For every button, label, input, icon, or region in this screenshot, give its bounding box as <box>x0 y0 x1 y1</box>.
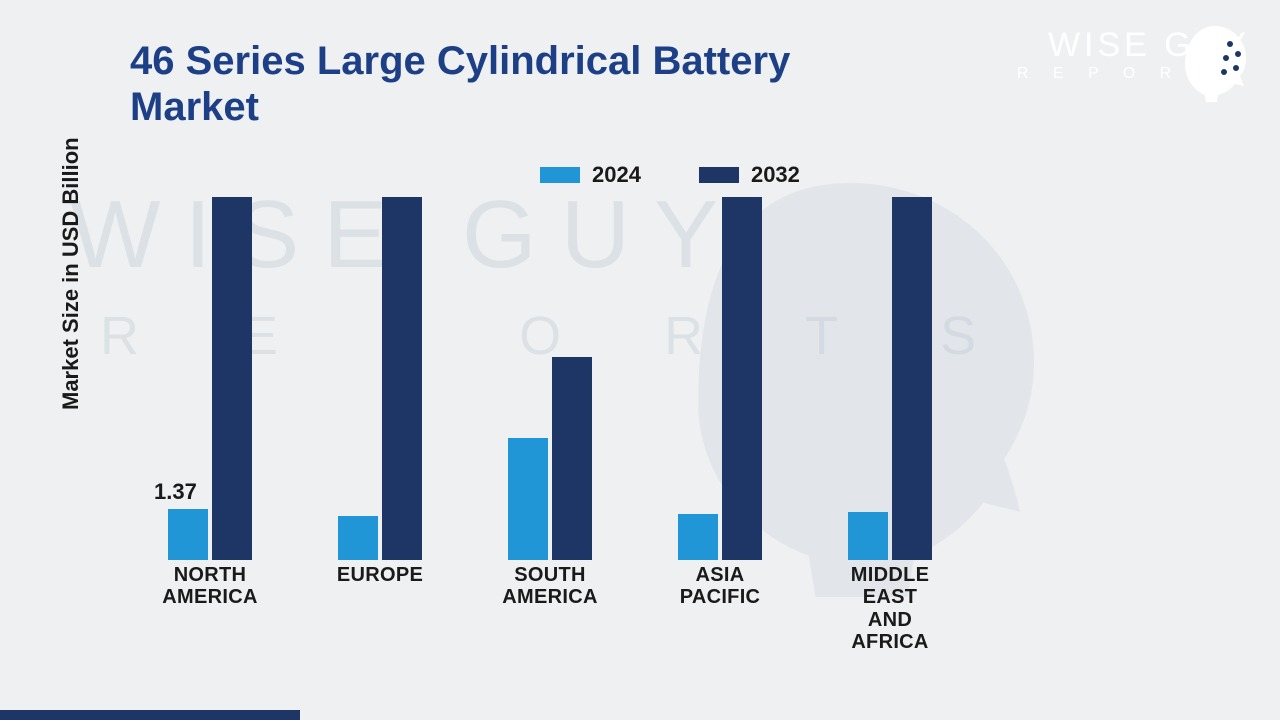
bar <box>848 512 888 560</box>
legend-item-2032: 2032 <box>699 162 800 188</box>
bar <box>212 197 252 560</box>
y-axis-label: Market Size in USD Billion <box>58 137 84 410</box>
legend-swatch-2032 <box>699 167 739 183</box>
bar <box>892 197 932 560</box>
bar <box>678 514 718 560</box>
legend-label-2024: 2024 <box>592 162 641 188</box>
x-axis-category: MIDDLE EAST AND AFRICA <box>815 564 965 654</box>
x-axis-category: NORTH AMERICA <box>135 564 285 609</box>
bar <box>508 438 548 560</box>
legend-label-2032: 2032 <box>751 162 800 188</box>
brand-logo: WISE GUY R E P O R T S <box>1017 28 1250 82</box>
chart-title: 46 Series Large Cylindrical Battery Mark… <box>130 38 860 130</box>
legend-swatch-2024 <box>540 167 580 183</box>
legend: 2024 2032 <box>540 162 800 188</box>
value-label: 1.37 <box>154 479 197 505</box>
x-axis-category: SOUTH AMERICA <box>475 564 625 609</box>
x-axis-category: EUROPE <box>305 564 455 586</box>
bottom-accent-bar <box>0 710 300 720</box>
bar <box>382 197 422 560</box>
bar <box>338 516 378 560</box>
page-root: WISE GUY R E P O R T S WISE GUY R E P O … <box>0 0 1280 720</box>
bar <box>552 357 592 561</box>
logo-head-icon <box>1184 24 1258 102</box>
chart-area: 1.37 <box>120 190 990 560</box>
legend-item-2024: 2024 <box>540 162 641 188</box>
bar <box>722 197 762 560</box>
plot-area: 1.37 <box>120 190 990 560</box>
bar <box>168 509 208 560</box>
x-axis-category: ASIA PACIFIC <box>645 564 795 609</box>
